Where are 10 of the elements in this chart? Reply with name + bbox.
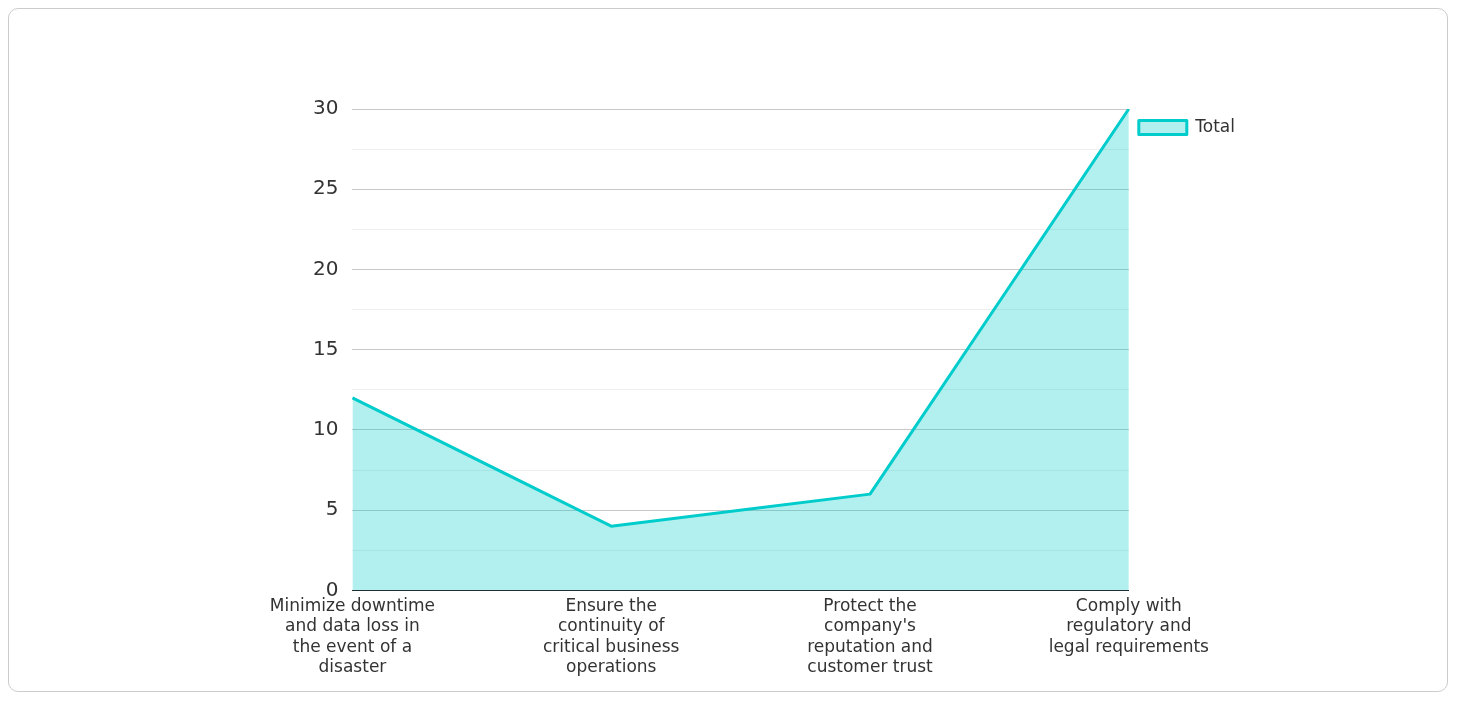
x-tick-label: Ensure the continuity of critical business operations (543, 595, 680, 677)
y-tick-label: 25 (313, 175, 339, 200)
y-tick-label: 20 (313, 255, 339, 280)
y-tick-label: 30 (313, 95, 339, 120)
y-tick-label: 15 (313, 335, 339, 360)
x-tick-label: Comply with regulatory and legal requirements (1048, 595, 1210, 656)
y-tick-label: 10 (313, 416, 339, 441)
x-tick-label: Protect the company's reputation and customer trust (807, 595, 934, 677)
legend-label: Total (1194, 115, 1235, 136)
y-tick-label: 5 (325, 496, 339, 521)
